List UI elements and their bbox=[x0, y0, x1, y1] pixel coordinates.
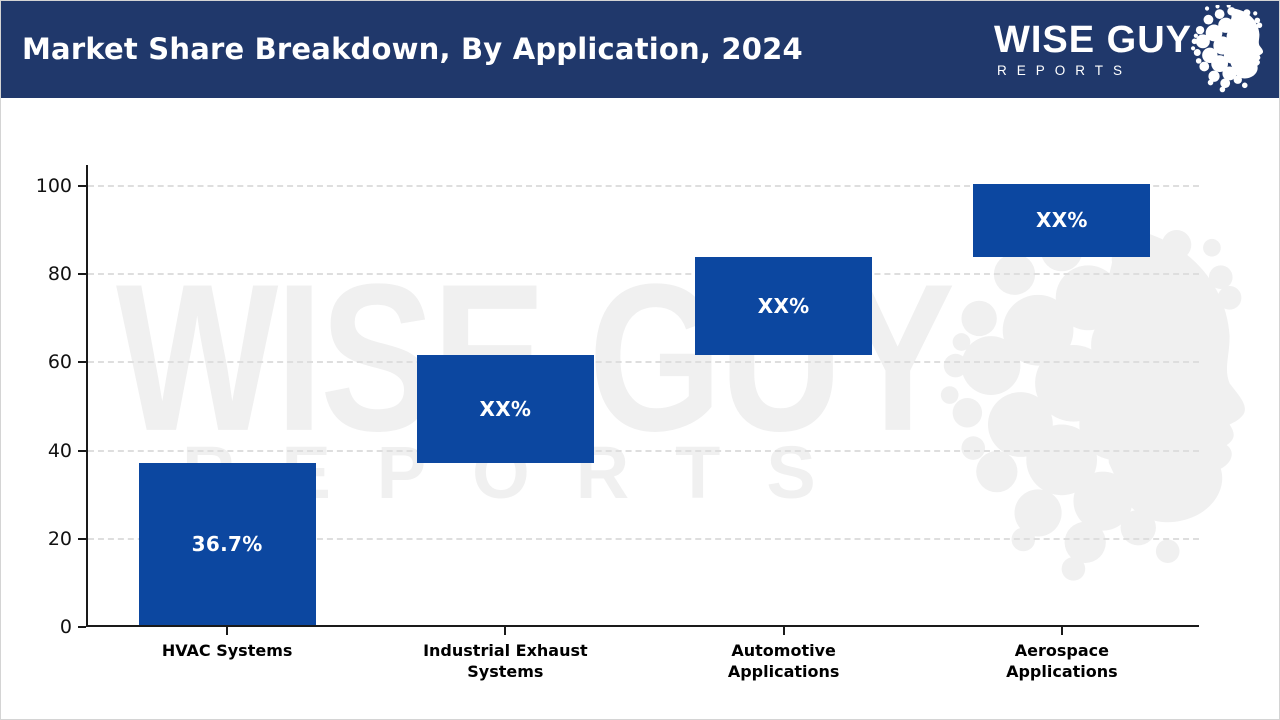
y-tick-label: 80 bbox=[47, 263, 72, 286]
y-tick-mark bbox=[78, 273, 86, 276]
x-category-label: Aerospace Applications bbox=[1006, 641, 1118, 681]
x-tick-mark bbox=[782, 627, 785, 635]
wise-guy-logo: WISE GUY REPORTS bbox=[994, 3, 1280, 93]
page-title: Market Share Breakdown, By Application, … bbox=[22, 32, 803, 66]
bar-segment: XX% bbox=[973, 184, 1151, 257]
bar-segment: 36.7% bbox=[138, 463, 316, 625]
gridline bbox=[88, 449, 1199, 452]
x-tick-mark bbox=[226, 627, 229, 635]
bar-segment: XX% bbox=[695, 256, 873, 356]
x-category-label: Automotive Applications bbox=[727, 641, 840, 681]
y-tick-mark bbox=[78, 185, 86, 187]
x-tick-mark bbox=[504, 627, 507, 635]
report-header: Market Share Breakdown, By Application, … bbox=[0, 0, 1280, 98]
y-tick-label: 40 bbox=[47, 439, 72, 462]
y-tick-label: 100 bbox=[35, 175, 72, 197]
gridline bbox=[88, 361, 1199, 364]
bar-value-label: XX% bbox=[757, 293, 810, 318]
y-tick-mark bbox=[78, 626, 86, 628]
logo-text: WISE GUY REPORTS bbox=[994, 21, 1192, 78]
gridline bbox=[88, 273, 1199, 276]
x-category-label: HVAC Systems bbox=[161, 641, 293, 660]
dotted-head-icon bbox=[1188, 3, 1268, 93]
y-tick-mark bbox=[78, 537, 86, 540]
waterfall-chart: 0 20 40 60 80 100 36.7% HVAC Systems XX% Industri… bbox=[36, 165, 1199, 681]
bar-segment: XX% bbox=[416, 355, 594, 464]
bar-value-label: XX% bbox=[1035, 208, 1088, 233]
y-tick-mark bbox=[78, 361, 86, 364]
bar-value-label: 36.7% bbox=[191, 532, 263, 557]
logo-subtext: REPORTS bbox=[996, 62, 1132, 78]
y-tick-label: 0 bbox=[59, 616, 72, 638]
y-tick-label: 60 bbox=[47, 351, 72, 374]
bar-value-label: XX% bbox=[479, 397, 532, 422]
y-tick-label: 20 bbox=[47, 527, 72, 550]
gridline bbox=[88, 185, 1199, 187]
y-tick-mark bbox=[78, 449, 86, 452]
logo-wordmark: WISE GUY bbox=[993, 18, 1192, 61]
x-tick-mark bbox=[1060, 627, 1063, 635]
gridline bbox=[88, 537, 1199, 540]
x-category-label: Industrial Exhaust Systems bbox=[423, 641, 588, 681]
